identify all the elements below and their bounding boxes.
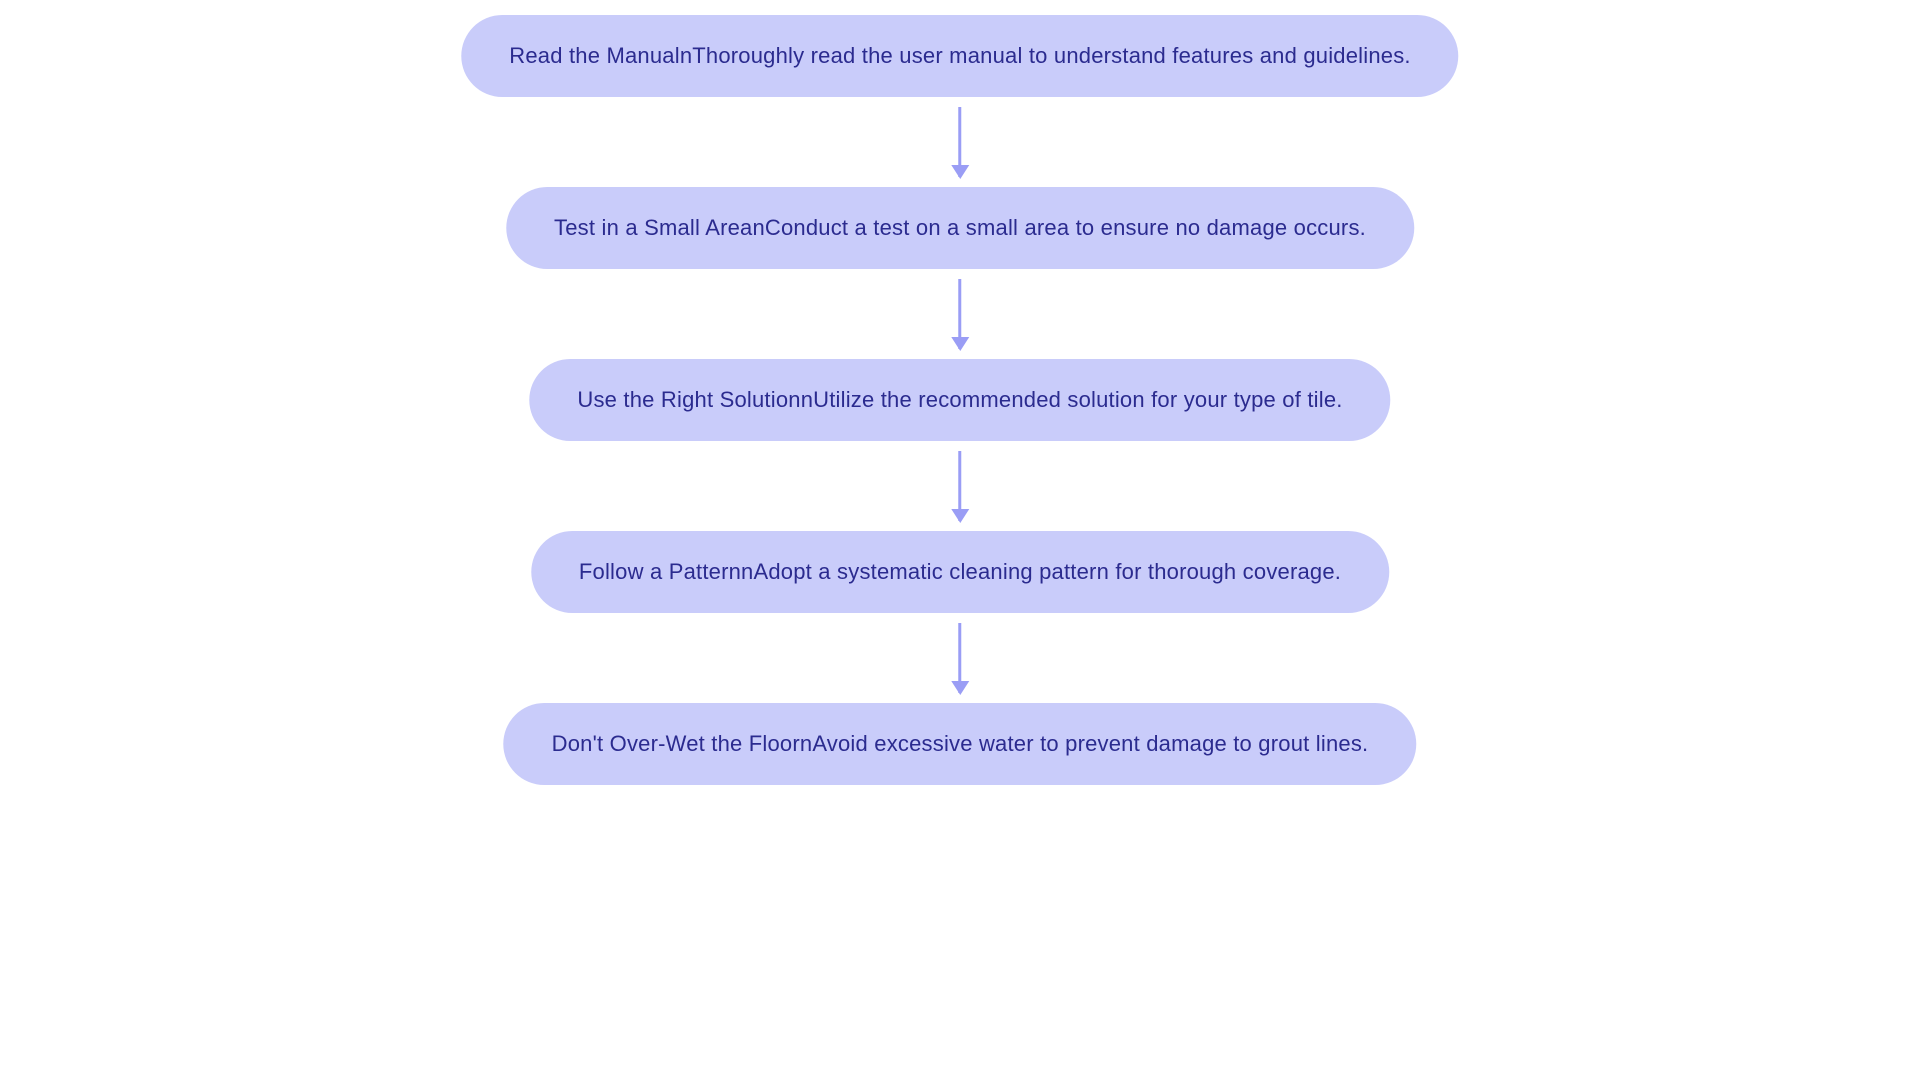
flowchart-node: Read the ManualnThoroughly read the user… <box>461 15 1458 97</box>
flowchart-arrow <box>959 613 962 703</box>
flowchart-arrow <box>959 97 962 187</box>
flowchart-node: Follow a PatternnAdopt a systematic clea… <box>531 531 1389 613</box>
flowchart-node: Test in a Small AreanConduct a test on a… <box>506 187 1414 269</box>
flowchart-arrow <box>959 441 962 531</box>
flowchart-container: Read the ManualnThoroughly read the user… <box>461 15 1458 785</box>
flowchart-node: Use the Right SolutionnUtilize the recom… <box>529 359 1390 441</box>
flowchart-node: Don't Over-Wet the FloornAvoid excessive… <box>504 703 1417 785</box>
flowchart-arrow <box>959 269 962 359</box>
